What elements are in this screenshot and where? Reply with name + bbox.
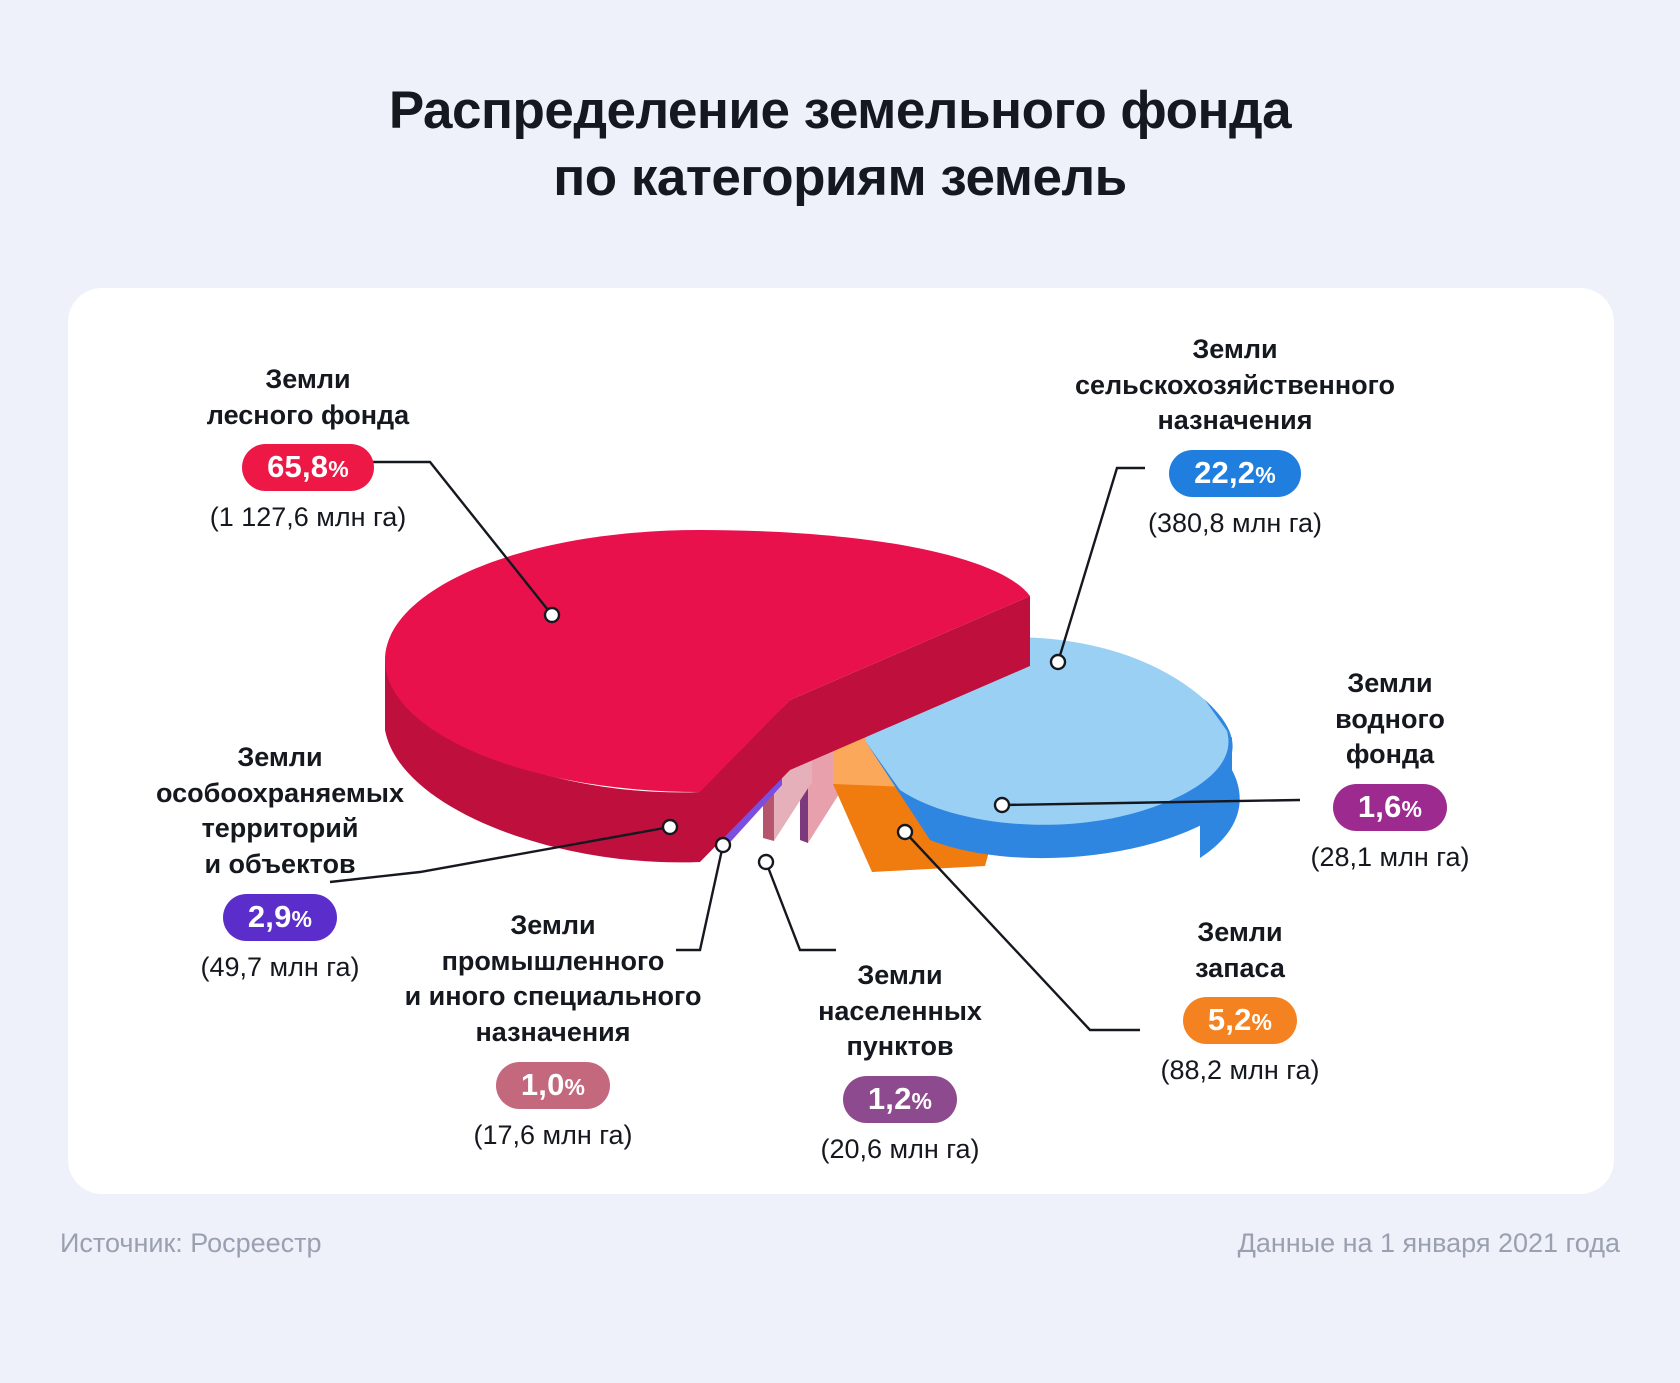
footer-source: Источник: Росреестр — [60, 1228, 322, 1258]
label-forest-area: (1 127,6 млн га) — [209, 502, 407, 533]
label-reserve-area: (88,2 млн га) — [1160, 1055, 1320, 1086]
label-settlements-badge: 1,2% — [842, 1075, 958, 1123]
label-protected: Земли особоохраняемых территорий и объек… — [110, 740, 450, 983]
label-reserve-percent: 5,2 — [1207, 1002, 1252, 1038]
label-industrial-area: (17,6 млн га) — [473, 1119, 633, 1150]
label-settlements: Земли населенных пунктов 1,2% (20,6 млн … — [770, 958, 1030, 1165]
page-title: Распределение земельного фонда по катего… — [388, 81, 1292, 207]
label-industrial: Земли промышленного и иного специального… — [388, 908, 718, 1151]
label-forest-percent-symbol: % — [328, 456, 349, 483]
label-settlements-percent: 1,2 — [867, 1080, 912, 1116]
label-protected-percent: 2,9 — [247, 898, 292, 934]
label-protected-percent-symbol: % — [291, 905, 313, 932]
label-protected-area: (49,7 млн га) — [200, 951, 360, 982]
label-water-percent-symbol: % — [1401, 795, 1423, 822]
label-water-caption: Земли водного фонда — [1335, 668, 1445, 770]
label-forest-badge: 65,8% — [242, 444, 374, 492]
footer-date: Данные на 1 января 2021 года — [1237, 1228, 1620, 1258]
label-forest-caption: Земли лесного фонда — [206, 364, 410, 430]
label-agriculture-percent: 22,2 — [1194, 454, 1256, 490]
label-reserve-caption: Земли запаса — [1195, 917, 1285, 983]
label-protected-badge: 2,9% — [222, 893, 338, 941]
label-reserve: Земли запаса 5,2% (88,2 млн га) — [1095, 915, 1385, 1087]
label-industrial-badge: 1,0% — [495, 1061, 611, 1109]
label-industrial-caption: Земли промышленного и иного специального… — [404, 910, 702, 1047]
label-water-area: (28,1 млн га) — [1310, 841, 1470, 872]
label-reserve-badge: 5,2% — [1182, 997, 1298, 1045]
label-settlements-percent-symbol: % — [911, 1087, 933, 1114]
label-industrial-percent: 1,0 — [520, 1066, 565, 1102]
label-settlements-caption: Земли населенных пунктов — [818, 960, 982, 1062]
label-reserve-percent-symbol: % — [1251, 1009, 1273, 1036]
label-agriculture-percent-symbol: % — [1255, 461, 1276, 488]
label-agriculture-badge: 22,2% — [1169, 449, 1301, 497]
label-settlements-area: (20,6 млн га) — [820, 1133, 980, 1164]
label-agriculture: Земли сельскохозяйственного назначения 2… — [1040, 332, 1430, 539]
label-forest-percent: 65,8 — [267, 449, 329, 485]
label-industrial-percent-symbol: % — [564, 1073, 586, 1100]
label-water-badge: 1,6% — [1332, 783, 1448, 831]
label-water-percent: 1,6 — [1357, 788, 1402, 824]
label-agriculture-caption: Земли сельскохозяйственного назначения — [1074, 334, 1396, 436]
label-protected-caption: Земли особоохраняемых территорий и объек… — [156, 742, 404, 879]
label-forest: Земли лесного фонда 65,8% (1 127,6 млн г… — [118, 362, 498, 534]
label-agriculture-area: (380,8 млн га) — [1147, 507, 1323, 538]
label-water: Земли водного фонда 1,6% (28,1 млн га) — [1265, 666, 1515, 873]
